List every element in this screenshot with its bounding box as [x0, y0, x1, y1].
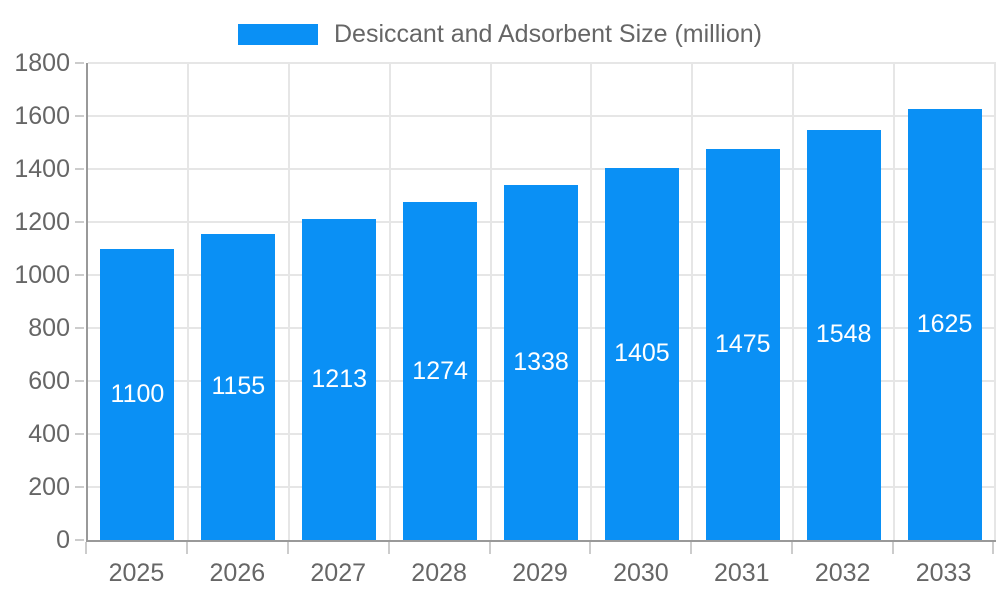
x-axis-tick	[387, 542, 390, 554]
bar: 1405	[604, 167, 679, 540]
gridline-vertical	[590, 63, 593, 540]
bar: 1213	[302, 218, 377, 540]
x-axis-tick	[185, 542, 188, 554]
x-axis-tick	[286, 542, 289, 554]
gridline-vertical	[994, 63, 996, 540]
y-axis-label: 1000	[14, 261, 70, 289]
y-axis-label: 0	[56, 526, 70, 554]
gridline-vertical	[388, 63, 391, 540]
x-axis-tick	[690, 542, 693, 554]
legend: Desiccant and Adsorbent Size (million)	[0, 20, 1000, 49]
legend-swatch	[238, 24, 318, 45]
x-axis-label: 2026	[209, 559, 266, 587]
x-axis-label: 2025	[108, 559, 165, 587]
y-axis-label: 1200	[14, 208, 70, 236]
gridline-vertical	[287, 63, 290, 540]
bar-value-label: 1475	[714, 330, 771, 359]
legend-label: Desiccant and Adsorbent Size (million)	[334, 20, 762, 48]
bar: 1100	[100, 248, 175, 540]
bar: 1625	[907, 109, 982, 540]
gridline-horizontal	[88, 115, 996, 117]
bar: 1338	[504, 185, 578, 540]
bar-value-label: 1338	[513, 348, 569, 377]
x-axis-label: 2027	[310, 559, 367, 587]
x-axis-label: 2031	[713, 559, 770, 587]
bar-value-label: 1213	[311, 364, 368, 393]
bar-value-label: 1155	[211, 372, 266, 401]
bar-value-label: 1548	[815, 320, 872, 349]
gridline-vertical	[792, 63, 795, 540]
bar: 1548	[806, 129, 881, 540]
bar-value-label: 1274	[412, 356, 468, 385]
gridline-vertical	[691, 63, 694, 540]
y-axis-label: 400	[28, 420, 70, 448]
y-axis-tick	[75, 168, 84, 170]
gridline-horizontal	[88, 168, 996, 170]
y-axis-tick	[75, 327, 84, 329]
y-axis-label: 1800	[14, 49, 70, 77]
y-axis-tick	[75, 274, 84, 276]
x-axis-tick	[85, 542, 87, 554]
y-axis-label: 1400	[14, 155, 70, 183]
x-axis-tick	[892, 542, 895, 554]
x-axis-tick	[488, 542, 491, 554]
x-axis-tick	[589, 542, 592, 554]
y-axis-tick	[75, 433, 84, 435]
y-axis-tick	[75, 539, 84, 541]
x-axis-tick	[791, 542, 794, 554]
x-axis-label: 2029	[512, 559, 568, 587]
x-axis-tick	[992, 542, 994, 554]
y-axis-label: 1600	[14, 102, 70, 130]
y-axis-tick	[75, 221, 84, 223]
bar-value-label: 1625	[916, 310, 973, 339]
gridline-vertical	[489, 63, 492, 540]
bar: 1475	[705, 149, 780, 540]
plot-area: 1100 1155 1213 1274 1338 1405 1475 1548 1625	[86, 62, 996, 542]
bar: 1274	[403, 202, 478, 540]
bar-value-label: 1405	[614, 339, 670, 368]
x-axis-label: 2032	[814, 559, 871, 587]
x-axis-label: 2033	[915, 559, 972, 587]
y-axis-tick	[75, 115, 84, 117]
x-axis-label: 2030	[613, 559, 669, 587]
gridline-vertical	[186, 63, 189, 540]
x-axis-label: 2028	[411, 559, 467, 587]
y-axis-label: 600	[28, 367, 70, 395]
y-axis-label: 200	[28, 473, 70, 501]
bar-value-label: 1100	[110, 379, 165, 408]
bar: 1155	[201, 233, 276, 540]
gridline-horizontal	[88, 62, 996, 64]
y-axis-tick	[75, 486, 84, 488]
y-axis-label: 800	[28, 314, 70, 342]
y-axis-tick	[75, 380, 84, 382]
gridline-vertical	[893, 63, 896, 540]
y-axis-tick	[75, 62, 84, 64]
